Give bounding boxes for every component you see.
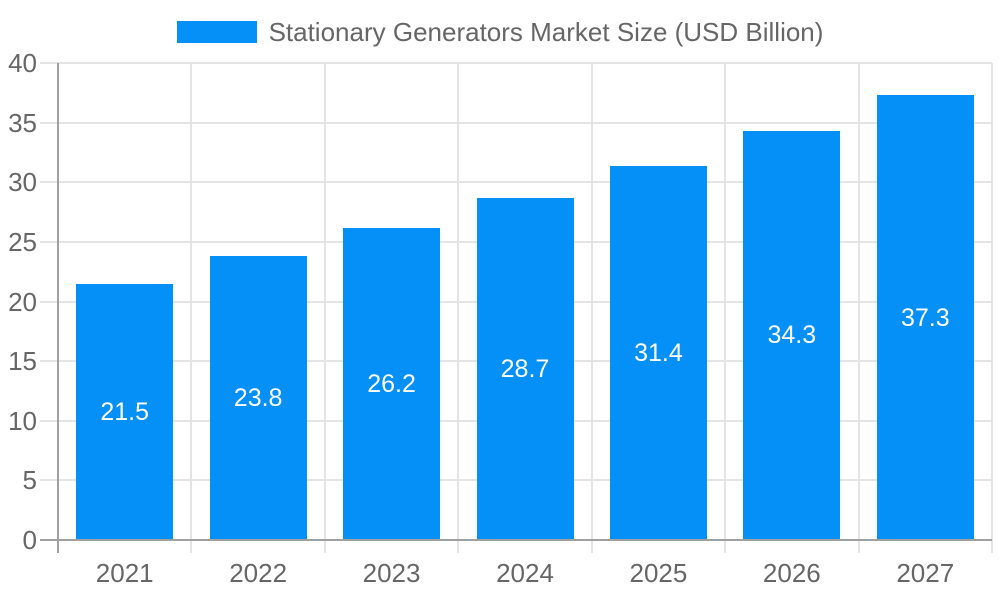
bar-value-label: 34.3 — [767, 321, 817, 350]
legend-swatch — [176, 21, 257, 43]
x-gridline — [457, 63, 460, 553]
bar-value-label: 31.4 — [634, 338, 683, 367]
x-tick-label: 2026 — [762, 558, 821, 588]
x-tick-label: 2022 — [229, 558, 288, 588]
y-tick-label: 40 — [8, 48, 37, 78]
x-axis-line — [40, 539, 992, 541]
bar-2025[interactable] — [609, 165, 707, 540]
bar-value-label: 26.2 — [367, 369, 416, 398]
bar-2022[interactable] — [209, 256, 307, 540]
bar-2021[interactable] — [76, 283, 174, 540]
legend-label: Stationary Generators Market Size (USD B… — [268, 17, 824, 47]
bar-2023[interactable] — [343, 227, 441, 540]
x-gridline — [724, 63, 727, 553]
y-tick-label: 20 — [8, 286, 37, 317]
y-tick-label: 10 — [8, 405, 37, 436]
x-gridline — [590, 63, 593, 553]
y-gridline — [40, 62, 992, 64]
x-gridline — [323, 63, 326, 553]
bar-2027[interactable] — [876, 95, 974, 540]
y-axis-line — [57, 63, 59, 553]
bar-value-label: 23.8 — [233, 384, 283, 413]
bar-value-label: 21.5 — [100, 397, 150, 426]
y-tick-label: 30 — [8, 167, 37, 198]
bar-value-label: 28.7 — [500, 354, 550, 383]
bar-2026[interactable] — [743, 130, 841, 540]
y-tick-label: 25 — [8, 226, 37, 257]
x-gridline — [190, 63, 193, 553]
x-gridline — [991, 63, 993, 553]
bar-2024[interactable] — [476, 197, 574, 540]
y-tick-label: 35 — [8, 107, 37, 138]
y-gridline — [40, 181, 992, 184]
y-tick-label: 5 — [22, 465, 37, 496]
x-tick-label: 2025 — [629, 558, 688, 588]
x-tick-label: 2023 — [362, 558, 421, 588]
x-tick-label: 2024 — [496, 558, 554, 588]
y-gridline — [40, 121, 992, 124]
y-tick-label: 0 — [22, 525, 37, 555]
x-tick-label: 2027 — [896, 558, 955, 588]
y-tick-label: 15 — [8, 346, 37, 377]
legend[interactable]: Stationary Generators Market Size (USD B… — [0, 18, 1000, 46]
bar-value-label: 37.3 — [900, 303, 950, 332]
x-gridline — [857, 63, 860, 553]
x-tick-label: 2021 — [95, 558, 154, 588]
